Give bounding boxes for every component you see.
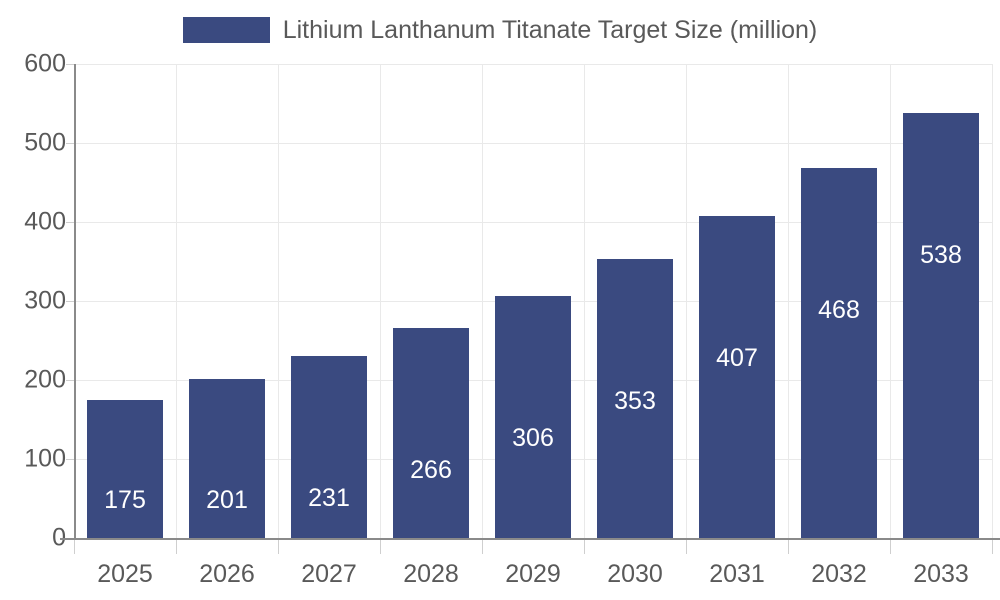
y-axis-line — [74, 64, 76, 538]
x-axis-tick-label-2029: 2029 — [505, 560, 561, 588]
bar-value-label: 353 — [614, 387, 656, 416]
x-axis-line — [60, 538, 1000, 540]
y-axis-tick-label: 200 — [24, 365, 66, 394]
bar-2033[interactable]: 538 — [903, 112, 979, 538]
bar-value-label: 468 — [818, 296, 860, 325]
y-axis-tick-mark — [66, 143, 74, 144]
legend-color-swatch — [182, 17, 270, 43]
y-axis-tick-label: 600 — [24, 49, 66, 78]
x-axis-tick-mark — [890, 540, 891, 554]
x-axis-tick-mark — [380, 540, 381, 554]
bar-2027[interactable]: 231 — [291, 355, 367, 538]
x-axis-tick-label-2028: 2028 — [403, 560, 459, 588]
y-axis-tick-labels: 0 100 200 300 400 500 600 — [0, 0, 74, 600]
bar-2031[interactable]: 407 — [699, 216, 775, 538]
gridline-vertical — [380, 64, 381, 538]
x-axis-tick-label-2033: 2033 — [913, 560, 969, 588]
bar-value-label: 266 — [410, 455, 452, 484]
y-axis-tick-label: 100 — [24, 444, 66, 473]
bar-value-label: 201 — [206, 485, 248, 514]
x-axis-tick-mark — [788, 540, 789, 554]
x-axis-tick-mark — [584, 540, 585, 554]
gridline-vertical — [176, 64, 177, 538]
bar-value-label: 538 — [920, 240, 962, 269]
gridline-horizontal — [74, 222, 992, 223]
legend-entry-0: Lithium Lanthanum Titanate Target Size (… — [182, 15, 818, 44]
chart-legend: Lithium Lanthanum Titanate Target Size (… — [0, 0, 1000, 60]
gridline-vertical — [584, 64, 585, 538]
x-axis-tick-mark — [482, 540, 483, 554]
bar-2032[interactable]: 468 — [801, 168, 877, 538]
gridline-vertical — [686, 64, 687, 538]
x-axis-tick-label-2025: 2025 — [97, 560, 153, 588]
y-axis-tick-label: 400 — [24, 207, 66, 236]
x-axis-tick-label-2030: 2030 — [607, 560, 663, 588]
gridline-vertical — [890, 64, 891, 538]
bar-value-label: 175 — [104, 486, 146, 514]
gridline-vertical — [992, 64, 993, 538]
x-axis-tick-mark — [176, 540, 177, 554]
bar-2030[interactable]: 353 — [597, 259, 673, 538]
bar-2026[interactable]: 201 — [189, 379, 265, 538]
x-axis-tick-mark — [686, 540, 687, 554]
x-axis-tick-mark — [74, 540, 75, 554]
bar-value-label: 306 — [512, 424, 554, 453]
y-axis-tick-mark — [66, 301, 74, 302]
bar-2025[interactable]: 175 — [87, 399, 163, 538]
gridline-horizontal — [74, 143, 992, 144]
gridline-vertical — [278, 64, 279, 538]
gridline-vertical — [788, 64, 789, 538]
x-axis-tick-mark — [278, 540, 279, 554]
x-axis-tick-label-2026: 2026 — [199, 560, 255, 588]
bar-2028[interactable]: 266 — [393, 327, 469, 538]
x-axis-tick-mark — [992, 540, 993, 554]
gridline-horizontal — [74, 64, 992, 65]
y-axis-tick-label: 500 — [24, 128, 66, 157]
bar-value-label: 231 — [308, 483, 350, 512]
x-axis-tick-label-2032: 2032 — [811, 560, 867, 588]
y-axis-tick-label: 0 — [4, 525, 66, 551]
gridline-vertical — [482, 64, 483, 538]
y-axis-tick-mark — [66, 222, 74, 223]
x-axis-tick-label-2031: 2031 — [709, 560, 765, 588]
legend-entry-label: Lithium Lanthanum Titanate Target Size (… — [282, 15, 818, 44]
plot-area: 175 201 231 266 306 353 407 468 538 — [74, 64, 993, 539]
x-axis-tick-label-2027: 2027 — [301, 560, 357, 588]
y-axis-tick-mark — [66, 459, 74, 460]
bar-2029[interactable]: 306 — [495, 296, 571, 538]
bar-value-label: 407 — [716, 344, 758, 373]
y-axis-tick-mark — [66, 380, 74, 381]
y-axis-tick-label: 300 — [24, 286, 66, 315]
y-axis-tick-mark — [66, 64, 74, 65]
